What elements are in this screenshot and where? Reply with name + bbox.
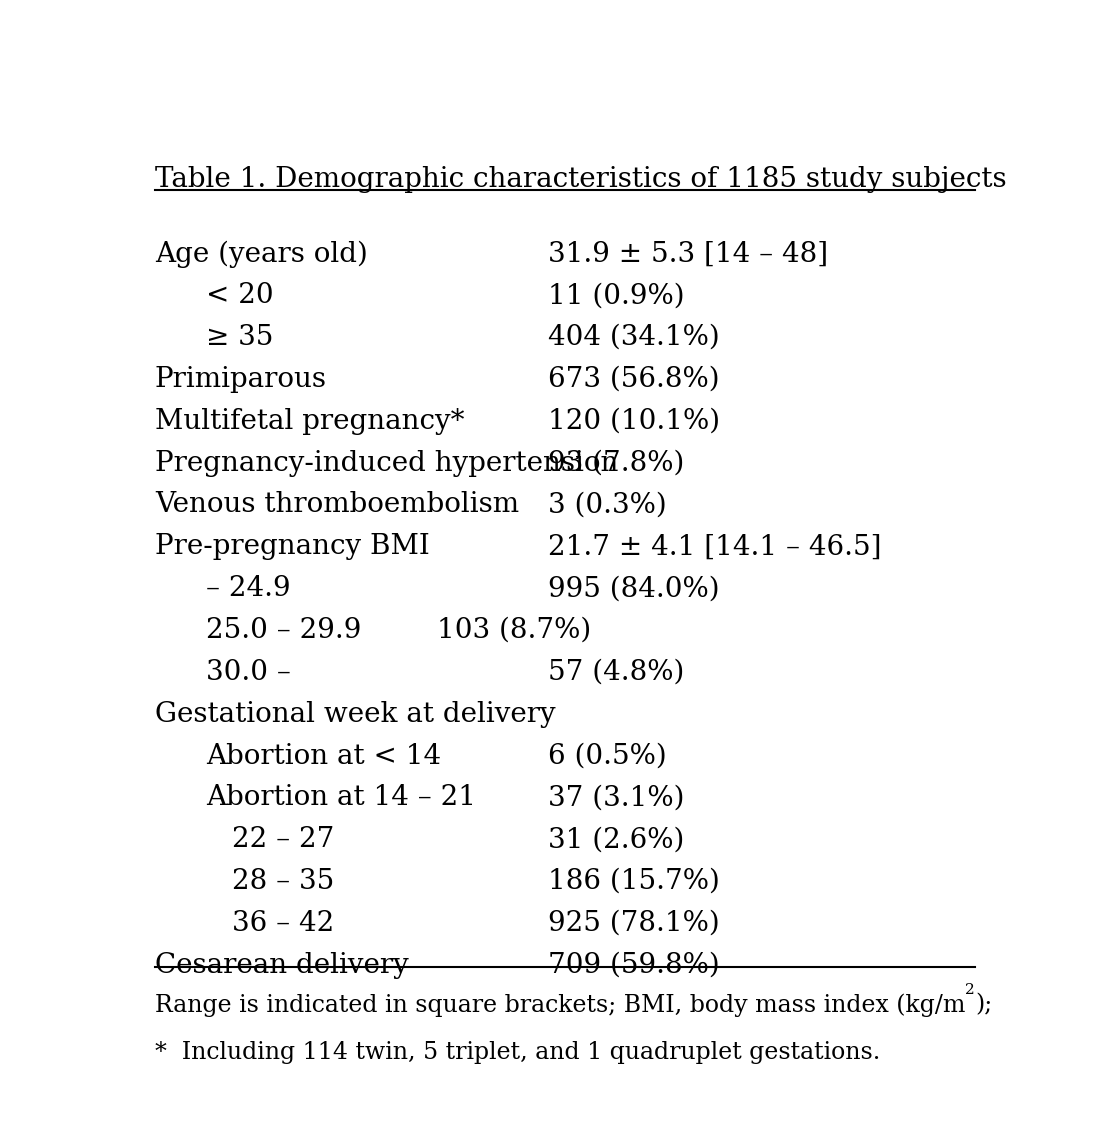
- Text: *  Including 114 twin, 5 triplet, and 1 quadruplet gestations.: * Including 114 twin, 5 triplet, and 1 q…: [154, 1041, 880, 1064]
- Text: 22 – 27: 22 – 27: [231, 826, 334, 854]
- Text: 3 (0.3%): 3 (0.3%): [548, 491, 667, 518]
- Text: Table 1. Demographic characteristics of 1185 study subjects: Table 1. Demographic characteristics of …: [154, 166, 1006, 194]
- Text: Multifetal pregnancy*: Multifetal pregnancy*: [154, 408, 464, 435]
- Text: Pre-pregnancy BMI: Pre-pregnancy BMI: [154, 533, 430, 560]
- Text: 30.0 –: 30.0 –: [206, 659, 291, 686]
- Text: 673 (56.8%): 673 (56.8%): [548, 366, 720, 393]
- Text: 31 (2.6%): 31 (2.6%): [548, 826, 684, 854]
- Text: 709 (59.8%): 709 (59.8%): [548, 952, 720, 979]
- Text: 11 (0.9%): 11 (0.9%): [548, 282, 684, 309]
- Text: Primiparous: Primiparous: [154, 366, 327, 393]
- Text: 103 (8.7%): 103 (8.7%): [436, 617, 591, 644]
- Text: Abortion at < 14: Abortion at < 14: [206, 743, 441, 770]
- Text: < 20: < 20: [206, 282, 273, 309]
- Text: 120 (10.1%): 120 (10.1%): [548, 408, 720, 435]
- Text: 2: 2: [965, 983, 975, 997]
- Text: 186 (15.7%): 186 (15.7%): [548, 868, 720, 895]
- Text: 21.7 ± 4.1 [14.1 – 46.5]: 21.7 ± 4.1 [14.1 – 46.5]: [548, 533, 882, 560]
- Text: Abortion at 14 – 21: Abortion at 14 – 21: [206, 784, 476, 812]
- Text: 36 – 42: 36 – 42: [231, 910, 334, 937]
- Text: Gestational week at delivery: Gestational week at delivery: [154, 701, 555, 728]
- Text: );: );: [975, 994, 992, 1017]
- Text: 93 (7.8%): 93 (7.8%): [548, 449, 684, 477]
- Text: 995 (84.0%): 995 (84.0%): [548, 575, 720, 602]
- Text: Pregnancy-induced hypertension: Pregnancy-induced hypertension: [154, 449, 618, 477]
- Text: 31.9 ± 5.3 [14 – 48]: 31.9 ± 5.3 [14 – 48]: [548, 240, 828, 267]
- Text: Venous thromboembolism: Venous thromboembolism: [154, 491, 519, 518]
- Text: 404 (34.1%): 404 (34.1%): [548, 324, 720, 351]
- Text: ≥ 35: ≥ 35: [206, 324, 273, 351]
- Text: – 24.9: – 24.9: [206, 575, 291, 602]
- Text: Range is indicated in square brackets; BMI, body mass index (kg/m: Range is indicated in square brackets; B…: [154, 994, 965, 1017]
- Text: 57 (4.8%): 57 (4.8%): [548, 659, 684, 686]
- Text: 37 (3.1%): 37 (3.1%): [548, 784, 684, 812]
- Text: 925 (78.1%): 925 (78.1%): [548, 910, 720, 937]
- Text: 6 (0.5%): 6 (0.5%): [548, 743, 667, 770]
- Text: 28 – 35: 28 – 35: [231, 868, 334, 895]
- Text: 25.0 – 29.9: 25.0 – 29.9: [206, 617, 361, 644]
- Text: Age (years old): Age (years old): [154, 240, 368, 268]
- Text: Cesarean delivery: Cesarean delivery: [154, 952, 409, 979]
